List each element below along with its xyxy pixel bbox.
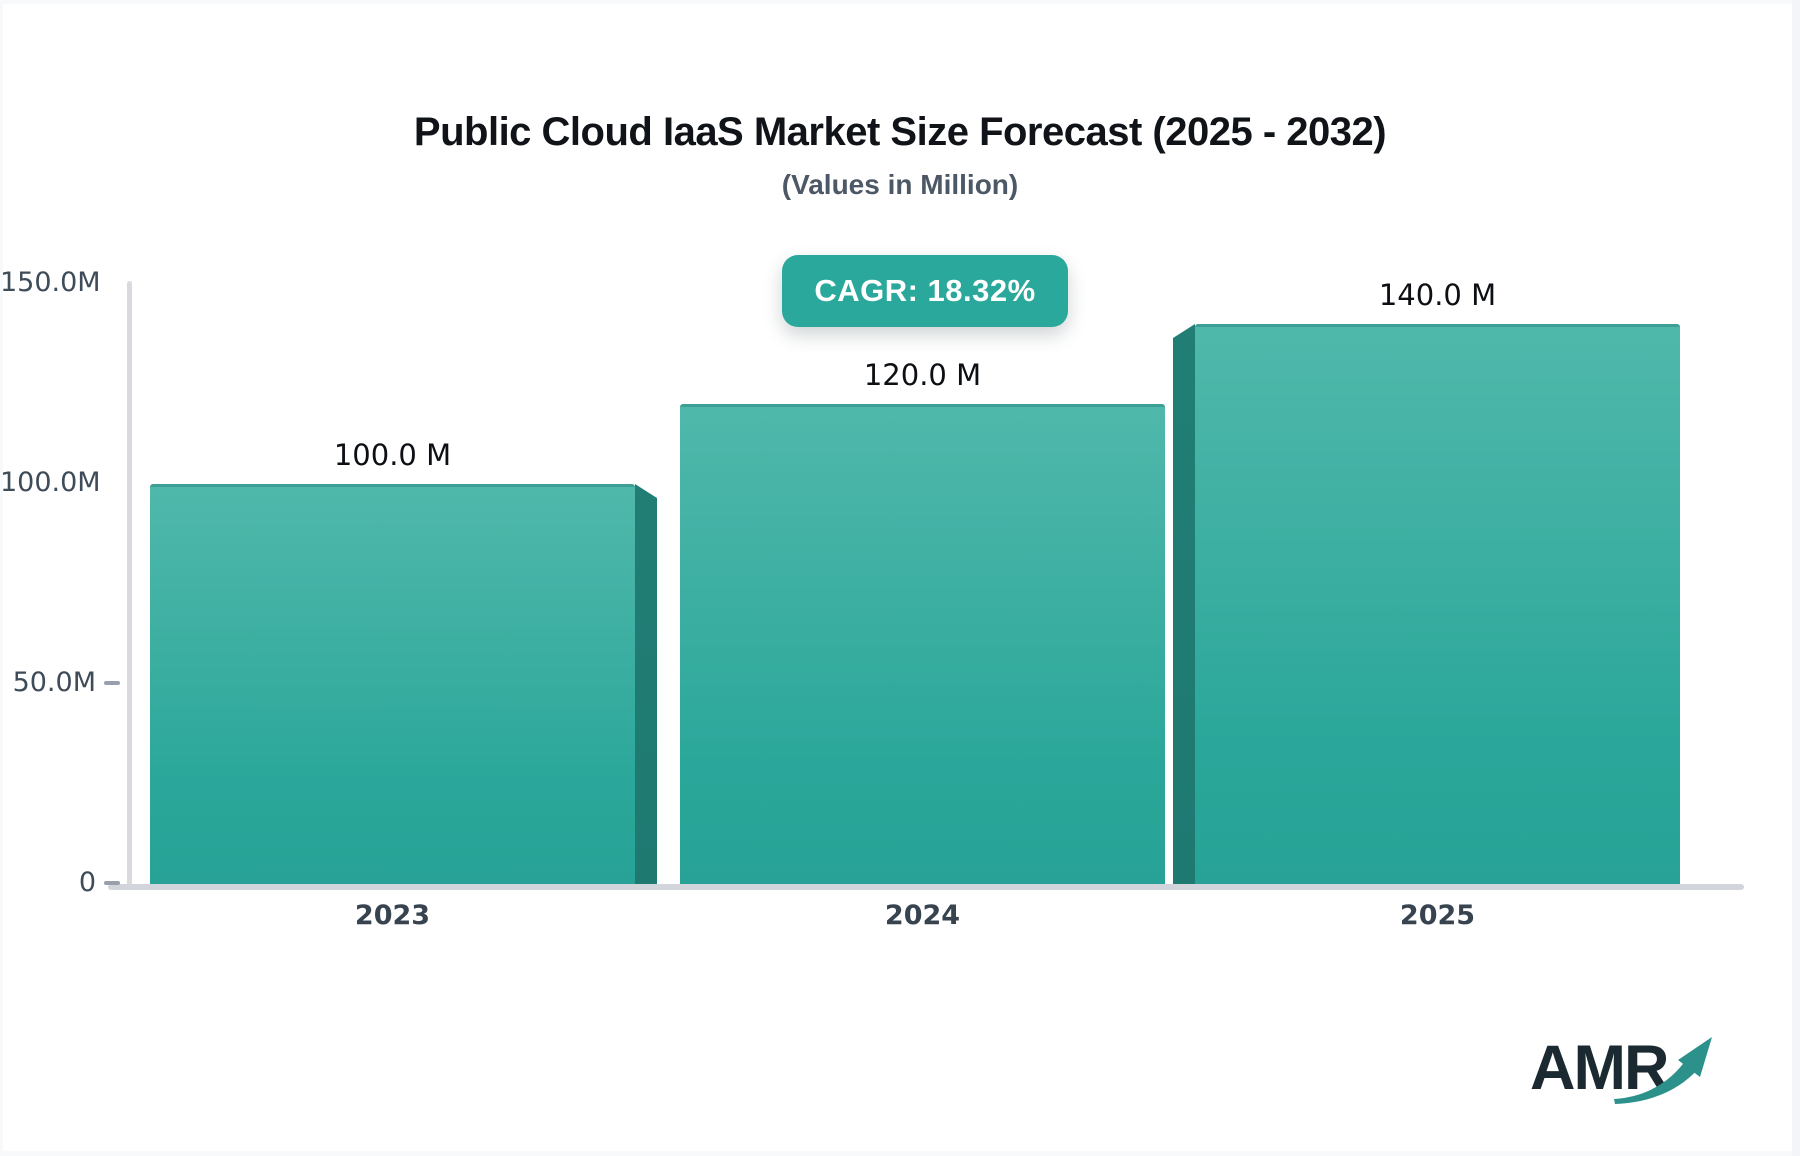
bar-group-2025: 140.0 M <box>1173 264 1680 884</box>
y-tick-100: 100.0M <box>0 467 101 498</box>
bar-2024[interactable] <box>680 404 1165 884</box>
y-tick-0: 0 <box>78 867 96 898</box>
cagr-badge: CAGR: 18.32% <box>782 255 1068 327</box>
page-edge-right <box>1792 0 1800 1156</box>
bar-2025[interactable] <box>1195 324 1680 884</box>
amr-logo[interactable]: AMR <box>1530 1032 1740 1122</box>
page-edge-top <box>0 0 1800 4</box>
bar-2023[interactable] <box>150 484 635 884</box>
y-axis-line <box>127 281 132 890</box>
y-tick-150: 150.0M <box>0 267 101 298</box>
bar-2025-3d-side <box>1173 324 1195 884</box>
chart-title: Public Cloud IaaS Market Size Forecast (… <box>413 110 1387 154</box>
x-label-2023: 2023 <box>354 900 431 931</box>
bar-group-2024: 120.0 M <box>680 264 1165 884</box>
trend-up-arrow-icon <box>1614 1037 1712 1104</box>
y-tick-dash-0 <box>104 881 120 885</box>
bar-value-label-2025: 140.0 M <box>1378 278 1497 312</box>
y-tick-50: 50.0M <box>12 667 96 698</box>
bar-2023-3d-side <box>635 484 657 884</box>
page-edge-left <box>0 0 3 1156</box>
page-edge-bottom <box>0 1151 1800 1156</box>
amr-logo-text: AMR <box>1530 1033 1669 1103</box>
x-label-2024: 2024 <box>884 900 961 931</box>
x-axis-baseline <box>108 884 1744 890</box>
bar-value-label-2024: 120.0 M <box>863 358 982 392</box>
bar-group-2023: 100.0 M <box>150 264 657 884</box>
x-label-2025: 2025 <box>1399 900 1476 931</box>
chart-subtitle: (Values in Million) <box>781 169 1019 200</box>
bar-value-label-2023: 100.0 M <box>333 438 452 472</box>
y-tick-dash-50 <box>104 681 120 685</box>
